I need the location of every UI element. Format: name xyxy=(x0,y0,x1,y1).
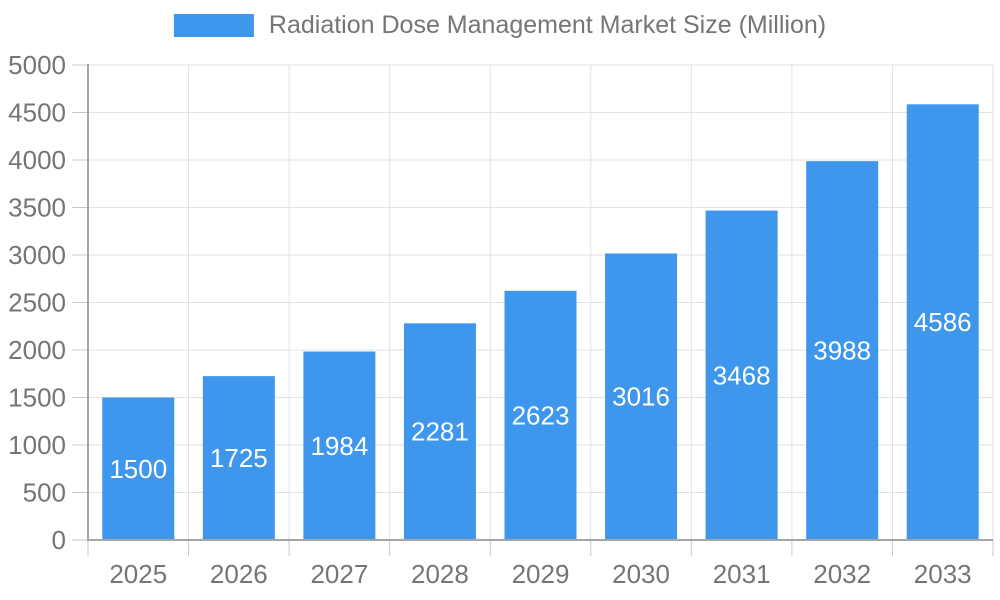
y-axis-tick-label: 4000 xyxy=(8,145,66,175)
x-axis-tick-label: 2032 xyxy=(813,559,871,589)
bar-2031[interactable] xyxy=(705,210,778,540)
bar-value-label: 1725 xyxy=(210,443,268,473)
y-axis-tick-label: 1000 xyxy=(8,430,66,460)
x-axis-tick-label: 2026 xyxy=(210,559,268,589)
y-axis-tick-label: 3000 xyxy=(8,240,66,270)
legend-label: Radiation Dose Management Market Size (M… xyxy=(268,11,827,39)
bar-value-label: 4586 xyxy=(914,307,972,337)
bar-2029[interactable] xyxy=(504,290,577,539)
y-axis-tick-label: 4500 xyxy=(8,98,66,128)
bar-2032[interactable] xyxy=(806,161,879,539)
bar-value-label: 2281 xyxy=(411,417,469,447)
bar-2027[interactable] xyxy=(303,351,376,539)
bar-2026[interactable] xyxy=(202,376,275,539)
bar-value-label: 3988 xyxy=(813,336,871,366)
x-axis-tick-label: 2027 xyxy=(310,559,368,589)
bar-value-label: 2623 xyxy=(512,400,570,430)
x-axis-tick-label: 2025 xyxy=(109,559,167,589)
x-axis-tick-label: 2029 xyxy=(512,559,570,589)
y-axis-tick-label: 500 xyxy=(23,478,66,508)
bar-2030[interactable] xyxy=(605,253,678,540)
x-axis-tick-label: 2028 xyxy=(411,559,469,589)
y-axis-tick-label: 5000 xyxy=(8,50,66,80)
x-axis-tick-label: 2033 xyxy=(914,559,972,589)
y-axis-tick-label: 2500 xyxy=(8,288,66,318)
bar-2028[interactable] xyxy=(403,323,476,539)
bar-value-label: 3468 xyxy=(713,360,771,390)
legend-swatch xyxy=(173,14,254,37)
x-axis-tick-label: 2031 xyxy=(713,559,771,589)
y-axis-tick-label: 3500 xyxy=(8,193,66,223)
bar-value-label: 1984 xyxy=(310,431,368,461)
y-axis-tick-label: 1500 xyxy=(8,383,66,413)
y-axis-tick-label: 0 xyxy=(52,525,66,555)
bar-value-label: 3016 xyxy=(612,382,670,412)
x-axis-tick-label: 2030 xyxy=(612,559,670,589)
bar-2033[interactable] xyxy=(906,104,979,539)
chart-legend[interactable]: Radiation Dose Management Market Size (M… xyxy=(173,11,827,39)
y-axis-tick-label: 2000 xyxy=(8,335,66,365)
bar-2025[interactable] xyxy=(102,397,175,540)
bar-value-label: 1500 xyxy=(109,454,167,484)
